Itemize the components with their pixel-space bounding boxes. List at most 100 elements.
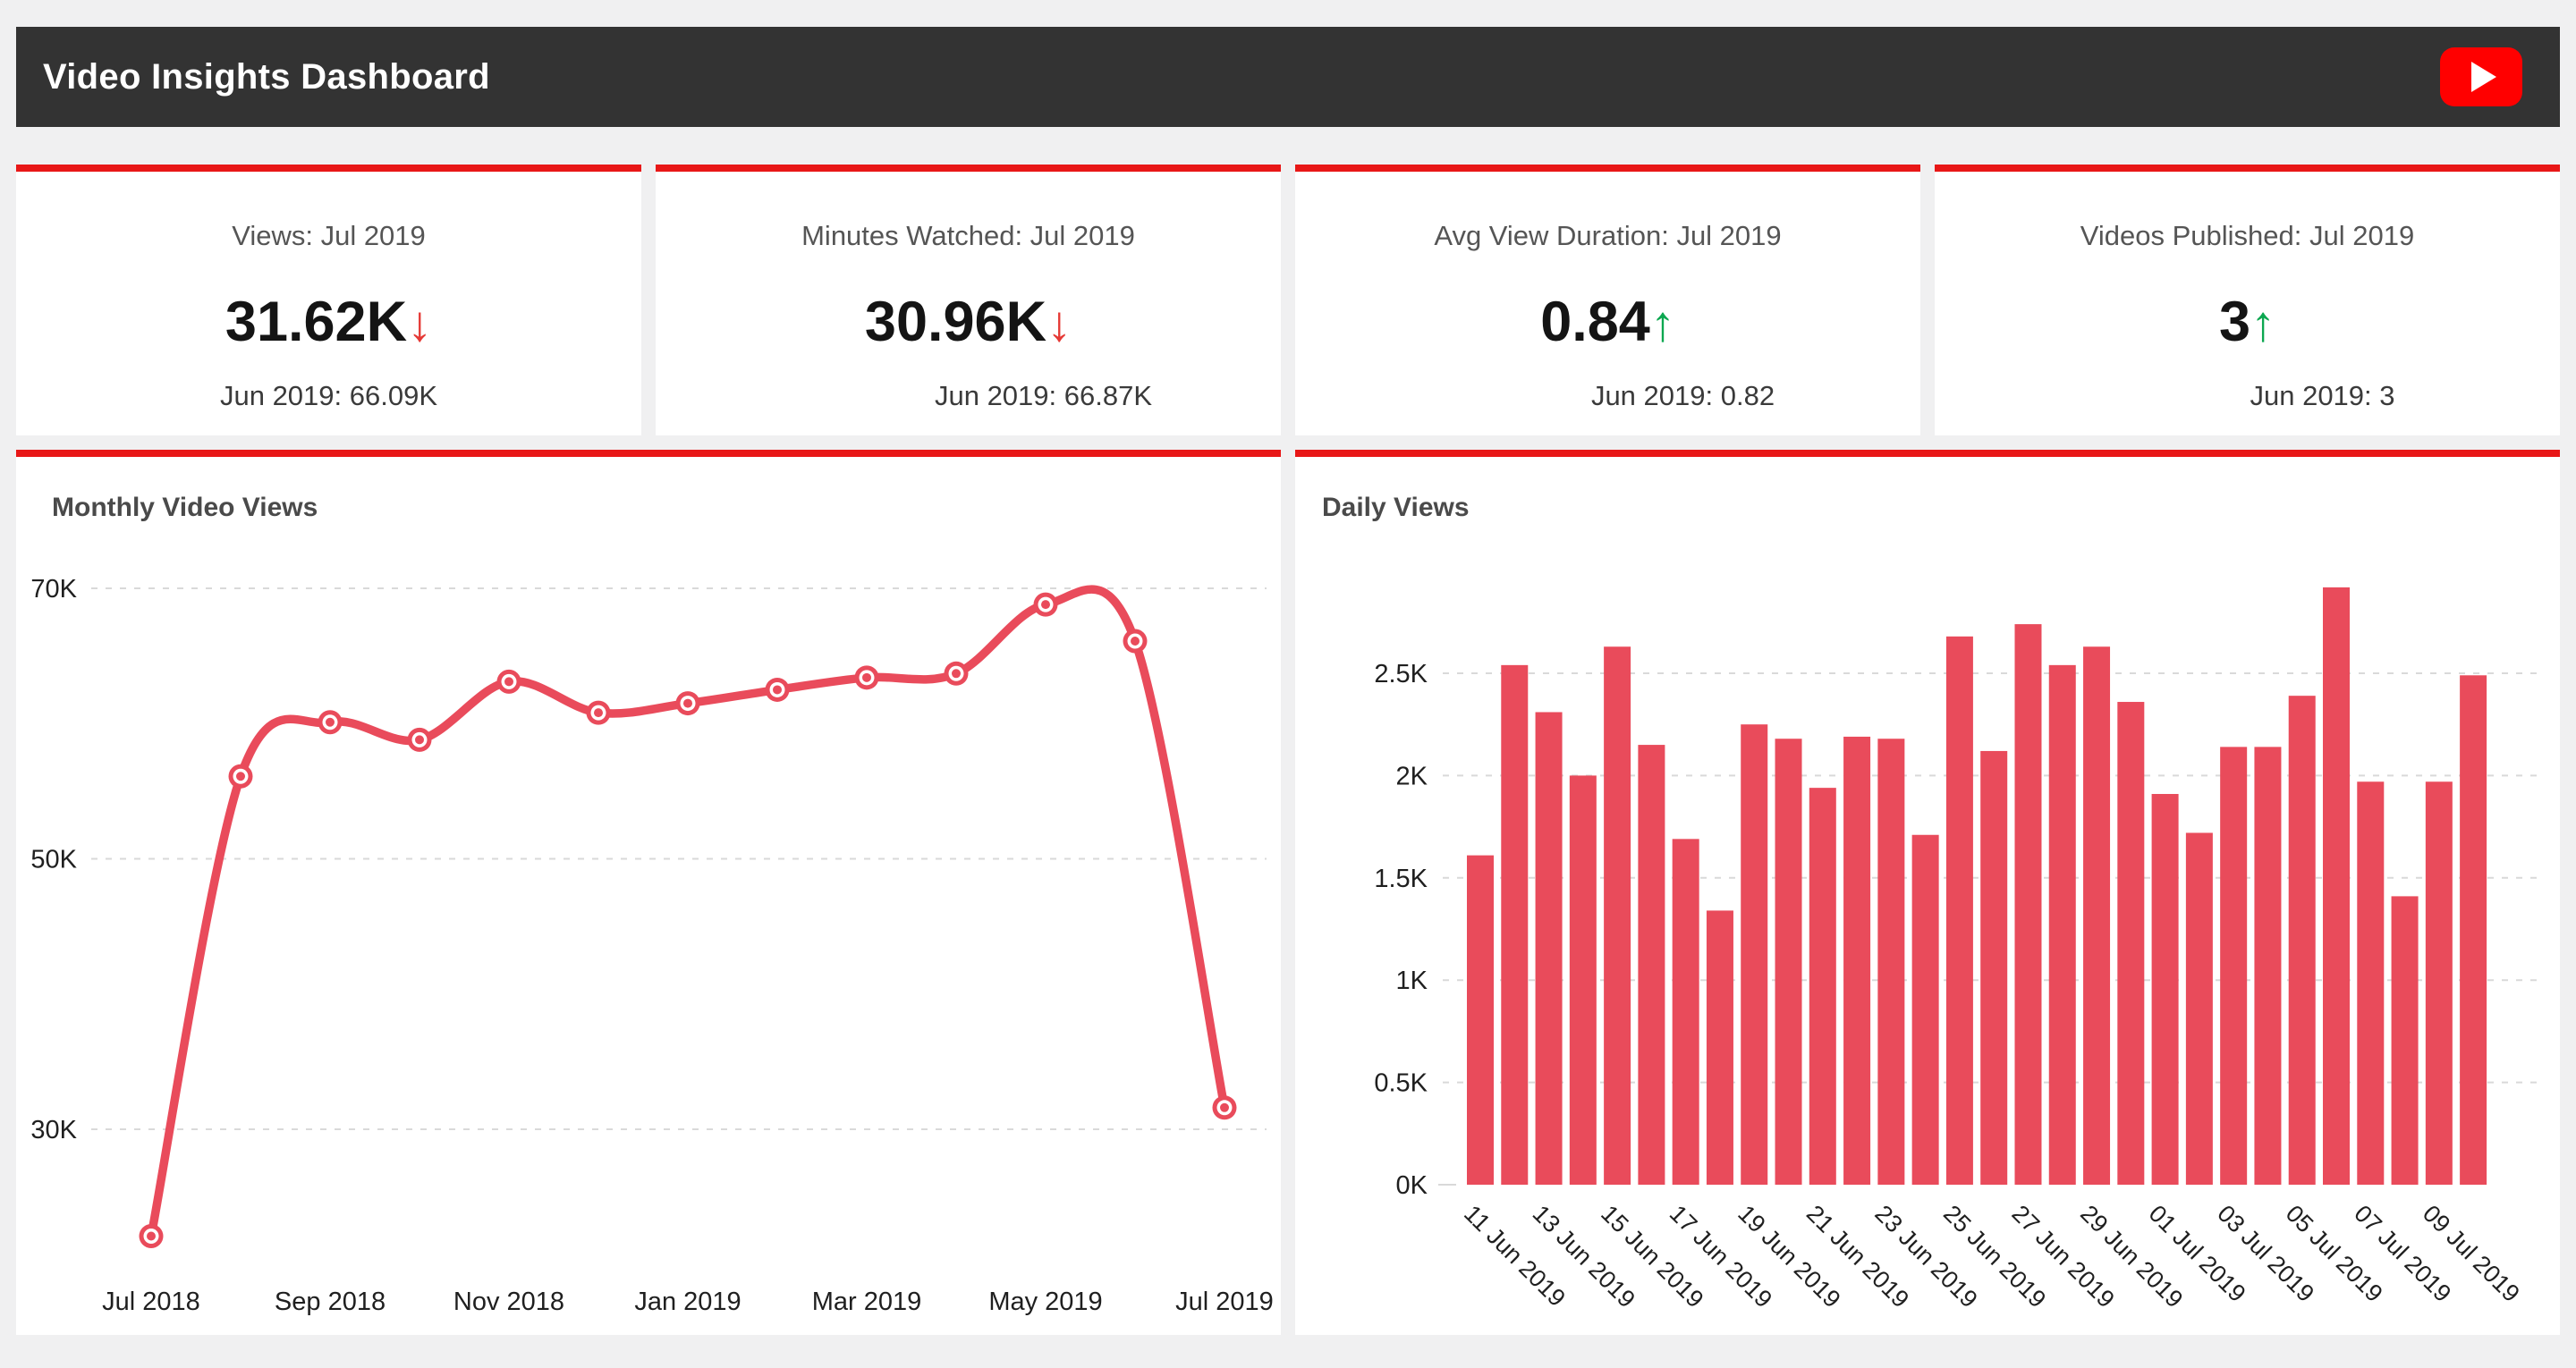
arrow-down-icon: ↓: [407, 295, 433, 351]
daily-views-bar-10-jun-2019[interactable]: [1467, 855, 1494, 1185]
line-point-oct-2018[interactable]: [407, 727, 432, 752]
x-tick-label: Jul 2019: [1175, 1288, 1274, 1316]
kpi-card[interactable]: Minutes Watched: Jul 2019 30.96K↓ Jun 20…: [656, 165, 1281, 435]
card-accent-bar: [1295, 165, 1920, 172]
line-point-feb-2019[interactable]: [765, 677, 790, 702]
daily-views-bar-25-jun-2019[interactable]: [1980, 750, 2008, 1185]
kpi-card[interactable]: Views: Jul 2019 31.62K↓ Jun 2019: 66.09K: [16, 165, 641, 435]
x-tick-label: Jul 2018: [102, 1288, 200, 1316]
daily-views-bar-02-jul-2019[interactable]: [2220, 747, 2248, 1185]
line-point-sep-2018[interactable]: [318, 710, 343, 735]
line-point-jan-2019[interactable]: [675, 691, 700, 716]
kpi-value-row: 3↑: [1935, 293, 2560, 366]
kpi-comparison: Jun 2019: 3: [2250, 380, 2395, 411]
kpi-value: 30.96K: [864, 291, 1047, 353]
line-point-aug-2018[interactable]: [228, 764, 253, 789]
daily-views-bar-30-jun-2019[interactable]: [2151, 793, 2179, 1185]
kpi-value: 31.62K: [225, 291, 408, 353]
play-triangle-icon: [2471, 62, 2496, 92]
daily-views-bar-01-jul-2019[interactable]: [2185, 832, 2213, 1185]
daily-views-bar-07-jul-2019[interactable]: [2391, 896, 2419, 1185]
card-accent-bar: [16, 450, 1281, 457]
daily-views-bar-09-jul-2019[interactable]: [2460, 675, 2487, 1185]
daily-views-bar-20-jun-2019[interactable]: [1809, 788, 1836, 1185]
line-point-jun-2019[interactable]: [1123, 629, 1148, 654]
daily-views-bar-16-jun-2019[interactable]: [1672, 839, 1699, 1185]
kpi-title: Views: Jul 2019: [232, 220, 426, 251]
daily-views-bar-24-jun-2019[interactable]: [1945, 636, 1973, 1185]
arrow-down-icon: ↓: [1046, 295, 1072, 351]
kpi-comparison: Jun 2019: 66.09K: [219, 380, 438, 411]
card-accent-bar: [16, 165, 641, 172]
daily-views-bar-29-jun-2019[interactable]: [2117, 702, 2145, 1185]
daily-views-bar-04-jul-2019[interactable]: [2288, 696, 2316, 1185]
daily-views-bar-21-jun-2019[interactable]: [1843, 736, 1871, 1185]
kpi-value-row: 31.62K↓: [16, 293, 641, 366]
x-tick-label: Jan 2019: [634, 1288, 741, 1316]
y-tick-label: 70K: [30, 575, 77, 604]
kpi-value-row: 0.84↑: [1295, 293, 1920, 366]
page-title: Video Insights Dashboard: [43, 56, 490, 97]
daily-views-bar-28-jun-2019[interactable]: [2083, 646, 2111, 1185]
monthly-video-views-line-chart: 70K 50K 30K Jul 2018 Sep 2018 Nov 2018 Jan 201…: [30, 575, 1274, 1316]
daily-views-bar-18-jun-2019[interactable]: [1741, 724, 1768, 1185]
daily-views-bar-06-jul-2019[interactable]: [2357, 781, 2385, 1185]
line-point-nov-2018[interactable]: [496, 669, 521, 694]
y-tick-label: 0.5K: [1374, 1069, 1428, 1098]
kpi-title: Minutes Watched: Jul 2019: [801, 220, 1135, 251]
kpi-value-row: 30.96K↓: [656, 293, 1281, 366]
y-tick-label: 30K: [30, 1116, 77, 1144]
kpi-value: 0.84: [1540, 291, 1650, 353]
monthly-video-views-card: 70K 50K 30K Jul 2018 Sep 2018 Nov 2018 Jan 201…: [16, 450, 1281, 1335]
header-bar: Video Insights Dashboard: [16, 27, 2560, 127]
kpi-comparison: Jun 2019: 66.87K: [934, 380, 1153, 411]
line-point-dec-2018[interactable]: [586, 700, 611, 725]
card-accent-bar: [656, 165, 1281, 172]
kpi-card[interactable]: Videos Published: Jul 2019 3↑ Jun 2019: …: [1935, 165, 2560, 435]
daily-views-bar-26-jun-2019[interactable]: [2014, 624, 2042, 1185]
chart-title: Daily Views: [1322, 493, 1470, 522]
y-tick-label: 2.5K: [1374, 660, 1428, 688]
kpi-title: Avg View Duration: Jul 2019: [1434, 220, 1782, 251]
daily-views-bar-23-jun-2019[interactable]: [1911, 834, 1939, 1185]
y-tick-label: 0K: [1396, 1171, 1428, 1200]
kpi-title: Videos Published: Jul 2019: [2080, 220, 2415, 251]
y-tick-label: 1.5K: [1374, 865, 1428, 893]
kpi-card[interactable]: Avg View Duration: Jul 2019 0.84↑ Jun 20…: [1295, 165, 1920, 435]
x-tick-label: Sep 2018: [275, 1288, 386, 1316]
y-tick-label: 2K: [1396, 762, 1428, 790]
x-tick-label: Mar 2019: [812, 1288, 922, 1316]
line-point-mar-2019[interactable]: [854, 665, 879, 690]
x-tick-label: Nov 2018: [453, 1288, 564, 1316]
daily-views-bar-12-jun-2019[interactable]: [1535, 712, 1563, 1185]
daily-views-bar-17-jun-2019[interactable]: [1706, 910, 1733, 1185]
y-tick-label: 50K: [30, 846, 77, 874]
y-tick-label: 1K: [1396, 967, 1428, 995]
arrow-up-icon: ↑: [2250, 295, 2276, 351]
line-point-jul-2019[interactable]: [1212, 1095, 1237, 1120]
card-accent-bar: [1935, 165, 2560, 172]
line-point-may-2019[interactable]: [1033, 592, 1058, 617]
kpi-row: Views: Jul 2019 31.62K↓ Jun 2019: 66.09K…: [16, 165, 2560, 435]
chart-title: Monthly Video Views: [52, 493, 318, 522]
card-accent-bar: [1295, 450, 2560, 457]
x-tick-label: May 2019: [988, 1288, 1102, 1316]
daily-views-card: 0K 0.5K 1K 1.5K 2K 2.5K 11 Jun 2019 13 Jun 2019…: [1295, 450, 2560, 1335]
kpi-value: 3: [2218, 291, 2251, 353]
line-point-jul-2018[interactable]: [139, 1223, 164, 1248]
daily-views-bar-11-jun-2019[interactable]: [1501, 664, 1529, 1185]
daily-views-bar-14-jun-2019[interactable]: [1604, 646, 1631, 1185]
line-point-apr-2019[interactable]: [944, 661, 969, 686]
daily-views-bar-08-jul-2019[interactable]: [2425, 781, 2453, 1185]
daily-views-bar-22-jun-2019[interactable]: [1877, 739, 1905, 1185]
daily-views-bar-13-jun-2019[interactable]: [1569, 775, 1597, 1185]
youtube-icon[interactable]: [2440, 47, 2522, 106]
daily-views-bar-19-jun-2019[interactable]: [1775, 739, 1802, 1185]
daily-views-bar-03-jul-2019[interactable]: [2254, 747, 2282, 1185]
daily-views-bar-27-jun-2019[interactable]: [2048, 664, 2076, 1185]
daily-views-bar-15-jun-2019[interactable]: [1638, 745, 1665, 1185]
views-line-series: [147, 585, 1229, 1241]
daily-views-bar-05-jul-2019[interactable]: [2323, 587, 2350, 1185]
